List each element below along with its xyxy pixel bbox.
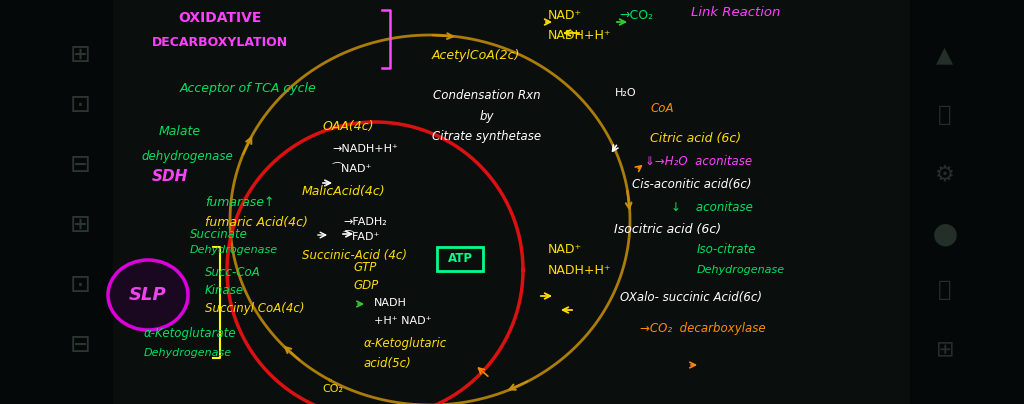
- Text: →FADH₂: →FADH₂: [343, 217, 387, 227]
- Text: by: by: [479, 109, 494, 123]
- Text: OXalo- succinic Acid(6c): OXalo- succinic Acid(6c): [620, 291, 762, 305]
- Text: Succinic-Acid (4c): Succinic-Acid (4c): [302, 248, 408, 261]
- Text: ⊡: ⊡: [70, 93, 90, 117]
- Text: AcetylCoA(2c): AcetylCoA(2c): [432, 49, 520, 62]
- Text: NADH+H⁺: NADH+H⁺: [548, 264, 611, 277]
- Text: Isocitric acid (6c): Isocitric acid (6c): [614, 223, 722, 236]
- Text: acid(5c): acid(5c): [364, 357, 412, 370]
- Text: Dehydrogenase: Dehydrogenase: [189, 245, 278, 255]
- Text: Kinase: Kinase: [205, 284, 244, 297]
- Text: +H⁺ NAD⁺: +H⁺ NAD⁺: [374, 316, 431, 326]
- Text: OXIDATIVE: OXIDATIVE: [178, 11, 262, 25]
- Ellipse shape: [108, 260, 188, 330]
- Text: Malate: Malate: [159, 125, 201, 138]
- Text: fumaric Acid(4c): fumaric Acid(4c): [205, 216, 307, 229]
- Text: NADH+H⁺: NADH+H⁺: [548, 29, 611, 42]
- Text: ⁀FAD⁺: ⁀FAD⁺: [343, 232, 380, 242]
- Text: Link Reaction: Link Reaction: [691, 6, 780, 19]
- Text: NAD⁺: NAD⁺: [548, 8, 582, 22]
- Text: ⁀NAD⁺: ⁀NAD⁺: [333, 164, 372, 174]
- Text: CO₂: CO₂: [323, 384, 344, 394]
- Text: ⚙: ⚙: [935, 165, 955, 185]
- Text: ⊡: ⊡: [70, 273, 90, 297]
- Text: ⊟: ⊟: [70, 153, 90, 177]
- Text: →NADH+H⁺: →NADH+H⁺: [333, 144, 398, 154]
- Text: Succinate: Succinate: [189, 228, 248, 241]
- Text: ⇓→H₂O  aconitase: ⇓→H₂O aconitase: [645, 155, 753, 168]
- Text: MalicAcid(4c): MalicAcid(4c): [302, 185, 386, 198]
- Text: GDP: GDP: [353, 279, 379, 292]
- Text: H₂O: H₂O: [614, 88, 636, 99]
- Text: ↓    aconitase: ↓ aconitase: [671, 200, 753, 214]
- Text: dehydrogenase: dehydrogenase: [141, 150, 233, 163]
- Text: ⊟: ⊟: [70, 333, 90, 357]
- Text: Cis-aconitic acid(6c): Cis-aconitic acid(6c): [632, 178, 752, 191]
- Text: ⬛: ⬛: [938, 280, 951, 300]
- Text: Succ-CoA: Succ-CoA: [205, 266, 260, 279]
- Text: ATP: ATP: [447, 252, 472, 265]
- Text: α-Ketoglutaric: α-Ketoglutaric: [364, 337, 446, 350]
- Text: Citric acid (6c): Citric acid (6c): [650, 133, 741, 145]
- Text: Dehydrogenase: Dehydrogenase: [143, 349, 231, 358]
- Text: CoA: CoA: [650, 102, 674, 115]
- Text: NAD⁺: NAD⁺: [548, 244, 582, 257]
- Text: fumarase↑: fumarase↑: [205, 196, 274, 208]
- Bar: [0, 0, 112, 404]
- Text: ▲: ▲: [936, 45, 953, 65]
- Text: Succinyl CoA(4c): Succinyl CoA(4c): [205, 301, 304, 315]
- Text: →CO₂  decarboxylase: →CO₂ decarboxylase: [640, 322, 766, 335]
- Text: Condensation Rxn: Condensation Rxn: [432, 89, 541, 103]
- Text: DECARBOXYLATION: DECARBOXYLATION: [153, 36, 288, 49]
- Text: ⊞: ⊞: [70, 43, 90, 67]
- Text: GTP: GTP: [353, 261, 377, 274]
- Bar: [910, 0, 1024, 404]
- Text: →CO₂: →CO₂: [620, 8, 653, 22]
- Text: ⬤: ⬤: [933, 224, 957, 246]
- Text: SLP: SLP: [129, 286, 167, 304]
- Text: NADH: NADH: [374, 298, 407, 308]
- Text: Iso-citrate: Iso-citrate: [696, 244, 756, 257]
- Text: ⬛: ⬛: [938, 105, 951, 125]
- Text: Dehydrogenase: Dehydrogenase: [696, 265, 784, 275]
- Text: OAA(4c): OAA(4c): [323, 120, 374, 133]
- Text: ⊞: ⊞: [936, 340, 954, 360]
- Text: ⊞: ⊞: [70, 213, 90, 237]
- Text: α-Ketoglutarate: α-Ketoglutarate: [143, 327, 236, 340]
- Text: Acceptor of TCA cycle: Acceptor of TCA cycle: [179, 82, 316, 95]
- Text: Citrate synthetase: Citrate synthetase: [432, 130, 541, 143]
- Text: SDH: SDH: [152, 169, 188, 184]
